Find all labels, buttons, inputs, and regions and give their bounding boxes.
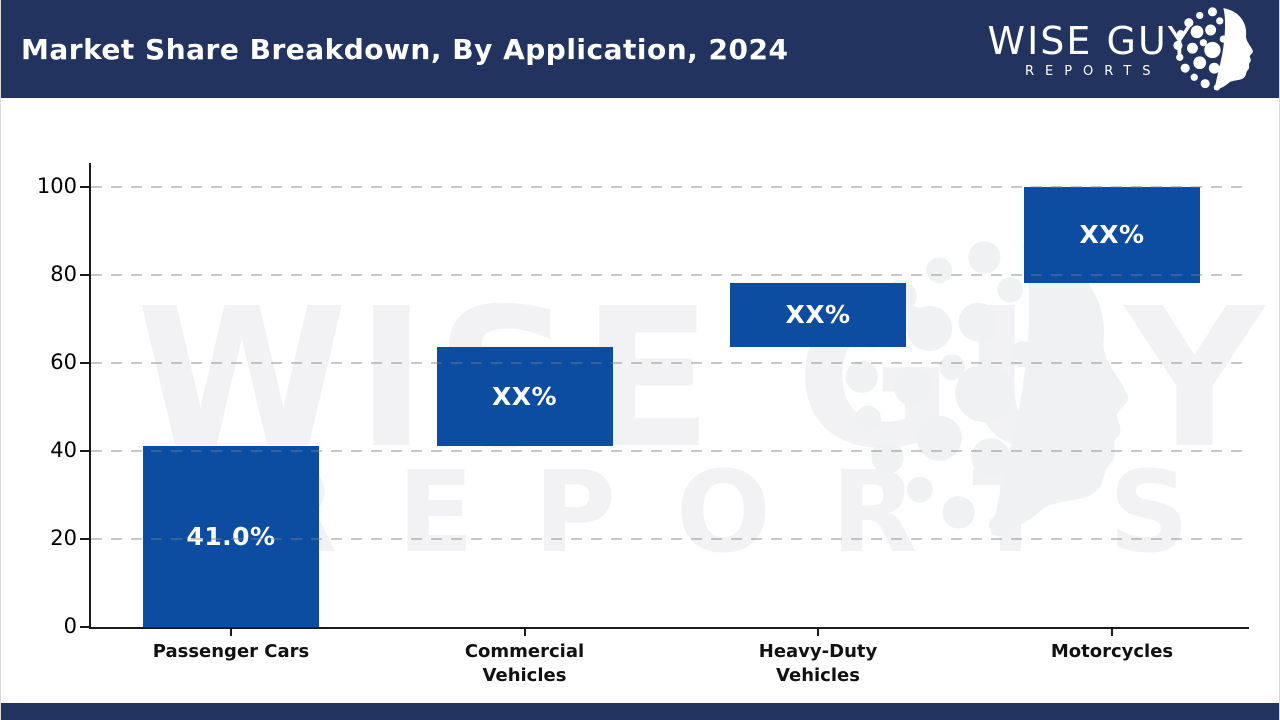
x-tick-mark bbox=[1111, 629, 1113, 636]
x-axis-label-line: Heavy-Duty bbox=[758, 641, 878, 662]
y-tick-mark bbox=[80, 361, 89, 364]
x-axis-label-line: Motorcycles bbox=[1050, 641, 1174, 662]
x-tick-mark bbox=[523, 629, 526, 636]
page-title: Market Share Breakdown, By Application, … bbox=[21, 32, 789, 66]
bar-value-label: XX% bbox=[491, 382, 558, 412]
gridline bbox=[91, 449, 1249, 452]
y-axis-label: 40 bbox=[50, 437, 77, 462]
logo-reports-text: REPORTS bbox=[1024, 64, 1162, 79]
y-axis-label: 60 bbox=[50, 349, 77, 374]
gridline bbox=[91, 273, 1249, 276]
x-axis-label: Motorcycles bbox=[992, 640, 1232, 664]
bar-heavy-duty-vehicles: XX% bbox=[730, 282, 906, 348]
x-axis-label-line: Vehicles bbox=[482, 665, 567, 686]
y-axis-label: 20 bbox=[50, 525, 77, 550]
x-tick-mark bbox=[817, 629, 819, 636]
gridline bbox=[91, 361, 1249, 364]
footer-bar bbox=[1, 703, 1279, 720]
x-tick-mark bbox=[230, 629, 232, 636]
bar-value-label: 41.0% bbox=[186, 522, 276, 552]
y-tick-mark bbox=[80, 185, 89, 188]
y-axis-label: 0 bbox=[63, 614, 77, 638]
bar-value-label: XX% bbox=[785, 300, 851, 330]
y-axis-spine bbox=[89, 163, 91, 629]
bar-passenger-cars: 41.0% bbox=[143, 446, 319, 627]
y-axis-label: 100 bbox=[36, 173, 77, 198]
gridline bbox=[91, 537, 1249, 540]
wiseguy-logo: WISE GUY REPORTS bbox=[988, 4, 1267, 96]
bar-commercial-vehicles: XX% bbox=[436, 347, 613, 447]
header-bar: Market Share Breakdown, By Application, … bbox=[1, 0, 1279, 98]
x-axis-label-line: Vehicles bbox=[776, 665, 860, 686]
y-tick-mark bbox=[80, 273, 89, 276]
y-axis-label: 80 bbox=[50, 261, 77, 286]
bar-value-label: XX% bbox=[1079, 220, 1145, 249]
logo-wiseguy-text: WISE GUY bbox=[987, 19, 1193, 63]
x-axis-label: Passenger Cars bbox=[111, 640, 351, 664]
x-axis-spine bbox=[89, 627, 1249, 629]
x-axis-label: Heavy-Duty Vehicles bbox=[698, 640, 938, 688]
x-axis-label: Commercial Vehicles bbox=[405, 640, 645, 688]
bar-motorcycles: XX% bbox=[1024, 186, 1200, 283]
x-axis-label-line: Commercial bbox=[464, 641, 585, 662]
y-tick-mark bbox=[80, 449, 89, 452]
y-tick-mark bbox=[80, 537, 89, 540]
x-axis-label-line: Passenger Cars bbox=[152, 641, 310, 662]
y-tick-mark bbox=[80, 626, 89, 628]
gridline bbox=[91, 185, 1249, 188]
